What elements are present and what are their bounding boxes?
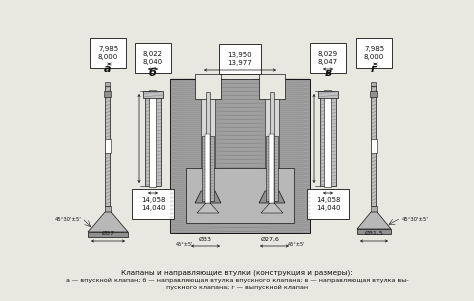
Text: 13,950
13,977: 13,950 13,977 xyxy=(228,52,252,66)
Text: 14,058
14,040: 14,058 14,040 xyxy=(316,197,340,211)
Bar xyxy=(371,139,377,153)
Bar xyxy=(325,90,331,187)
Text: 45°±5': 45°±5' xyxy=(175,242,193,247)
Bar xyxy=(201,77,215,206)
Bar xyxy=(357,229,391,234)
Bar xyxy=(105,206,111,212)
Polygon shape xyxy=(357,212,391,229)
Text: 8,029
8,047: 8,029 8,047 xyxy=(318,51,338,65)
Text: Ø31,5: Ø31,5 xyxy=(365,231,383,236)
Bar xyxy=(149,90,156,187)
Polygon shape xyxy=(195,191,221,203)
Bar xyxy=(143,91,163,98)
Polygon shape xyxy=(197,203,219,213)
Bar xyxy=(206,134,210,203)
Bar xyxy=(105,139,111,153)
Bar xyxy=(372,82,376,86)
Text: в: в xyxy=(325,68,331,78)
Text: г: г xyxy=(371,64,377,74)
Bar xyxy=(265,77,279,206)
Bar xyxy=(206,92,210,203)
Polygon shape xyxy=(186,186,215,191)
Text: 7,985
8,000: 7,985 8,000 xyxy=(98,46,118,60)
Polygon shape xyxy=(88,212,128,232)
Bar xyxy=(320,91,336,186)
Bar xyxy=(106,86,110,206)
Bar xyxy=(259,74,285,99)
Polygon shape xyxy=(261,203,283,213)
Text: 45°30'±5': 45°30'±5' xyxy=(55,217,82,222)
Text: б: б xyxy=(149,68,157,78)
Polygon shape xyxy=(265,186,294,191)
Text: а: а xyxy=(104,64,112,74)
Bar xyxy=(371,206,377,212)
Text: Ø37: Ø37 xyxy=(101,231,115,236)
Bar xyxy=(88,232,128,237)
Text: 14,058
14,040: 14,058 14,040 xyxy=(141,197,165,211)
Text: 45°±5': 45°±5' xyxy=(287,242,305,247)
Bar xyxy=(170,79,310,233)
Bar xyxy=(186,168,294,223)
Text: пускного клапана; г — выпускной клапан: пускного клапана; г — выпускной клапан xyxy=(166,284,308,290)
Bar xyxy=(372,86,376,206)
Text: Ø33: Ø33 xyxy=(199,237,211,242)
Bar xyxy=(202,136,214,201)
Text: 7,985
8,000: 7,985 8,000 xyxy=(364,46,384,60)
Bar xyxy=(270,134,274,203)
Bar xyxy=(195,74,221,99)
Text: Клапаны и направляющие втулки (конструкция и размеры):: Клапаны и направляющие втулки (конструкц… xyxy=(121,270,353,276)
Text: Ø27,6: Ø27,6 xyxy=(261,237,280,242)
Text: а — впускной клапан; б — направляющая втулка впускного клапана; в — направляющая: а — впускной клапан; б — направляющая вт… xyxy=(66,278,408,283)
Bar xyxy=(104,91,111,97)
Text: 8,022
8,040: 8,022 8,040 xyxy=(143,51,163,65)
Bar xyxy=(371,91,377,97)
Bar xyxy=(106,82,110,86)
Bar xyxy=(318,91,338,98)
Bar xyxy=(145,91,161,186)
Text: 45°30'±5': 45°30'±5' xyxy=(401,217,428,222)
Bar xyxy=(270,92,274,203)
Polygon shape xyxy=(259,191,285,203)
Bar xyxy=(266,136,278,201)
